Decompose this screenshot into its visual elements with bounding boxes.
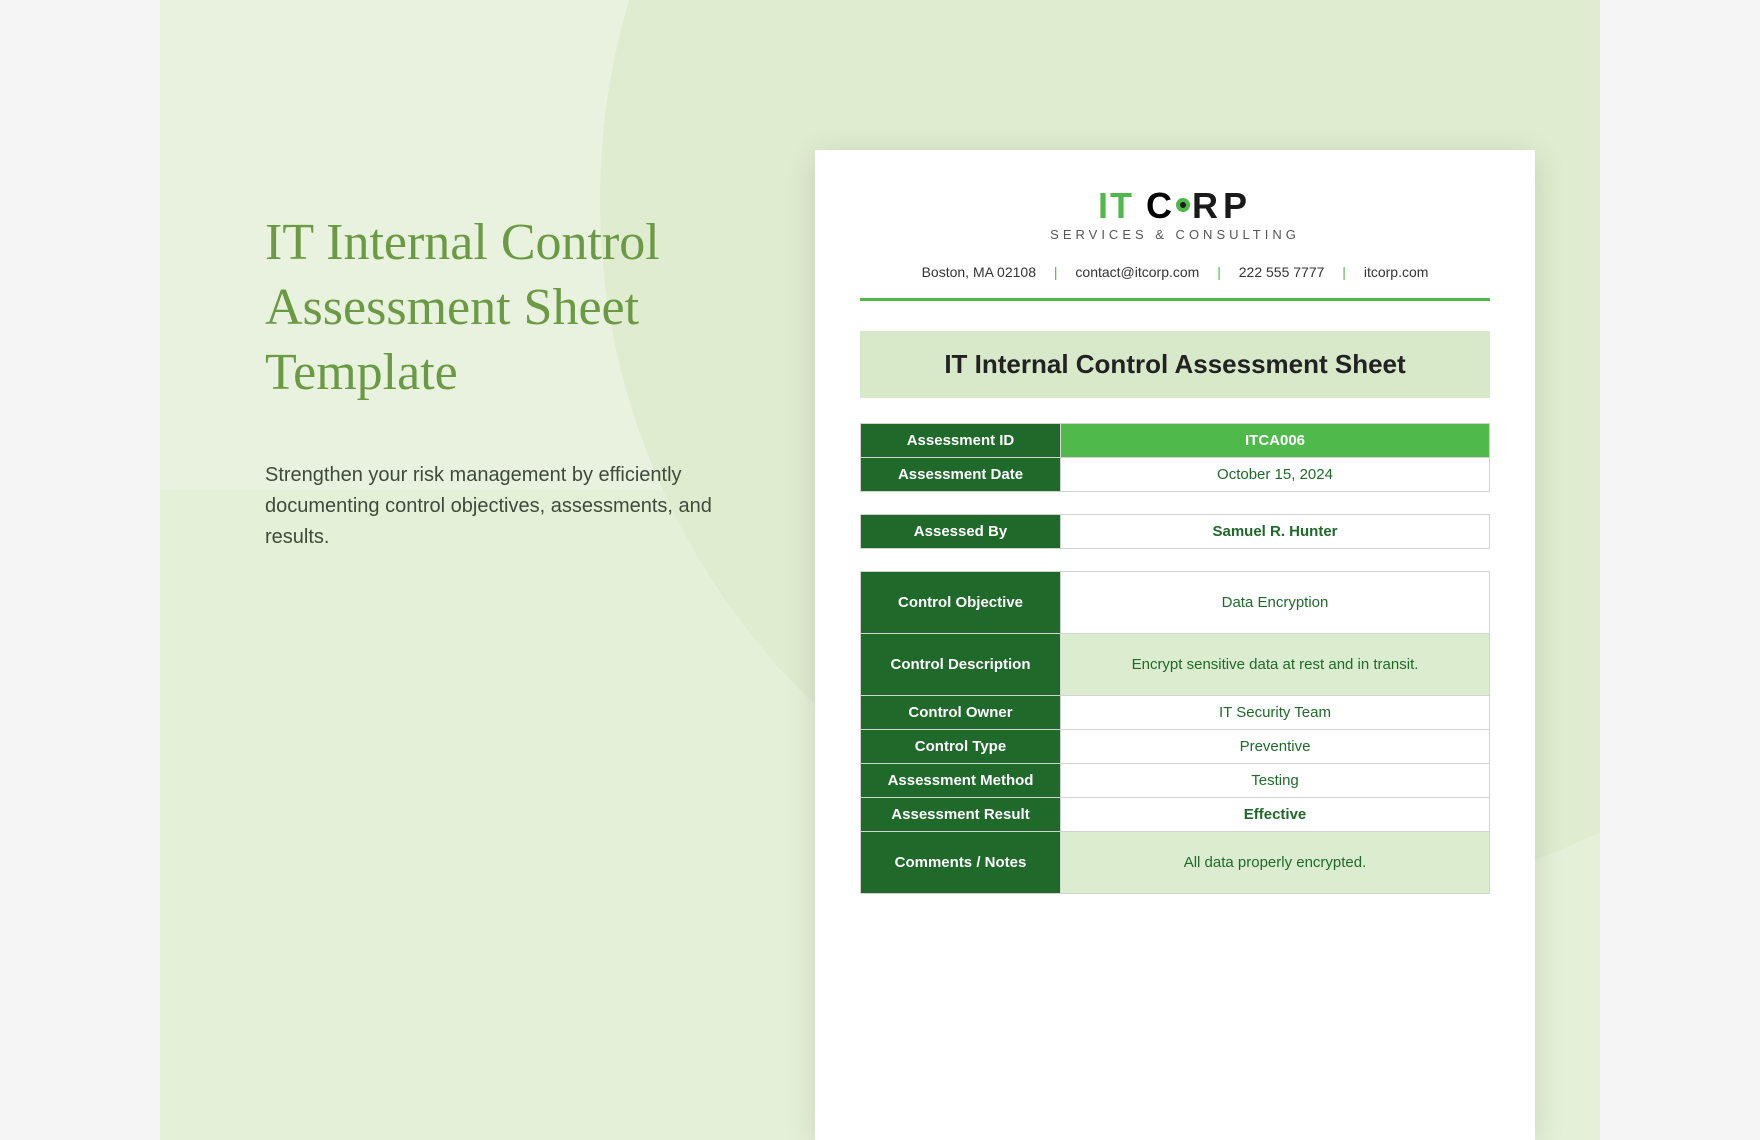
table-row: Comments / Notes All data properly encry… <box>861 832 1490 894</box>
value-control-objective: Data Encryption <box>1061 572 1490 634</box>
sheet-title: IT Internal Control Assessment Sheet <box>860 331 1490 398</box>
label-control-owner: Control Owner <box>861 696 1061 730</box>
template-canvas: IT Internal Control Assessment Sheet Tem… <box>160 0 1600 1140</box>
page-title: IT Internal Control Assessment Sheet Tem… <box>265 210 745 405</box>
contact-site: itcorp.com <box>1364 264 1429 280</box>
table-row: Control Owner IT Security Team <box>861 696 1490 730</box>
separator-icon: | <box>1054 264 1058 280</box>
value-control-owner: IT Security Team <box>1061 696 1490 730</box>
document-preview: IT CRP SERVICES & CONSULTING Boston, MA … <box>815 150 1535 1140</box>
value-assessment-result: Effective <box>1061 798 1490 832</box>
table-row: Assessment ID ITCA006 <box>861 424 1490 458</box>
label-assessed-by: Assessed By <box>861 515 1061 549</box>
contact-line: Boston, MA 02108 | contact@itcorp.com | … <box>860 264 1490 280</box>
separator-icon: | <box>1217 264 1221 280</box>
value-assessment-method: Testing <box>1061 764 1490 798</box>
left-text-block: IT Internal Control Assessment Sheet Tem… <box>265 210 745 553</box>
contact-address: Boston, MA 02108 <box>922 264 1036 280</box>
separator-icon: | <box>1342 264 1346 280</box>
logo-block: IT CRP SERVICES & CONSULTING <box>860 185 1490 242</box>
logo-it-text: IT <box>1098 185 1134 226</box>
table-row: Assessment Result Effective <box>861 798 1490 832</box>
label-control-type: Control Type <box>861 730 1061 764</box>
value-assessment-id: ITCA006 <box>1061 424 1490 458</box>
assessment-id-table: Assessment ID ITCA006 Assessment Date Oc… <box>860 423 1490 492</box>
table-row: Assessment Method Testing <box>861 764 1490 798</box>
value-control-type: Preventive <box>1061 730 1490 764</box>
logo-corp-text: RP <box>1192 185 1252 226</box>
page-subtitle: Strengthen your risk management by effic… <box>265 460 745 553</box>
table-row: Assessed By Samuel R. Hunter <box>861 515 1490 549</box>
label-assessment-method: Assessment Method <box>861 764 1061 798</box>
table-row: Assessment Date October 15, 2024 <box>861 458 1490 492</box>
control-details-table: Control Objective Data Encryption Contro… <box>860 571 1490 894</box>
label-comments: Comments / Notes <box>861 832 1061 894</box>
value-assessment-date: October 15, 2024 <box>1061 458 1490 492</box>
assessed-by-table: Assessed By Samuel R. Hunter <box>860 514 1490 549</box>
table-row: Control Type Preventive <box>861 730 1490 764</box>
label-assessment-id: Assessment ID <box>861 424 1061 458</box>
label-assessment-result: Assessment Result <box>861 798 1061 832</box>
label-control-objective: Control Objective <box>861 572 1061 634</box>
divider-line <box>860 298 1490 301</box>
logo-tagline: SERVICES & CONSULTING <box>860 227 1490 242</box>
label-control-description: Control Description <box>861 634 1061 696</box>
label-assessment-date: Assessment Date <box>861 458 1061 492</box>
contact-phone: 222 555 7777 <box>1239 264 1325 280</box>
value-comments: All data properly encrypted. <box>1061 832 1490 894</box>
logo: IT CRP <box>860 185 1490 227</box>
contact-email: contact@itcorp.com <box>1075 264 1199 280</box>
value-control-description: Encrypt sensitive data at rest and in tr… <box>1061 634 1490 696</box>
table-row: Control Objective Data Encryption <box>861 572 1490 634</box>
value-assessed-by: Samuel R. Hunter <box>1061 515 1490 549</box>
table-row: Control Description Encrypt sensitive da… <box>861 634 1490 696</box>
logo-dot-icon <box>1176 198 1190 212</box>
